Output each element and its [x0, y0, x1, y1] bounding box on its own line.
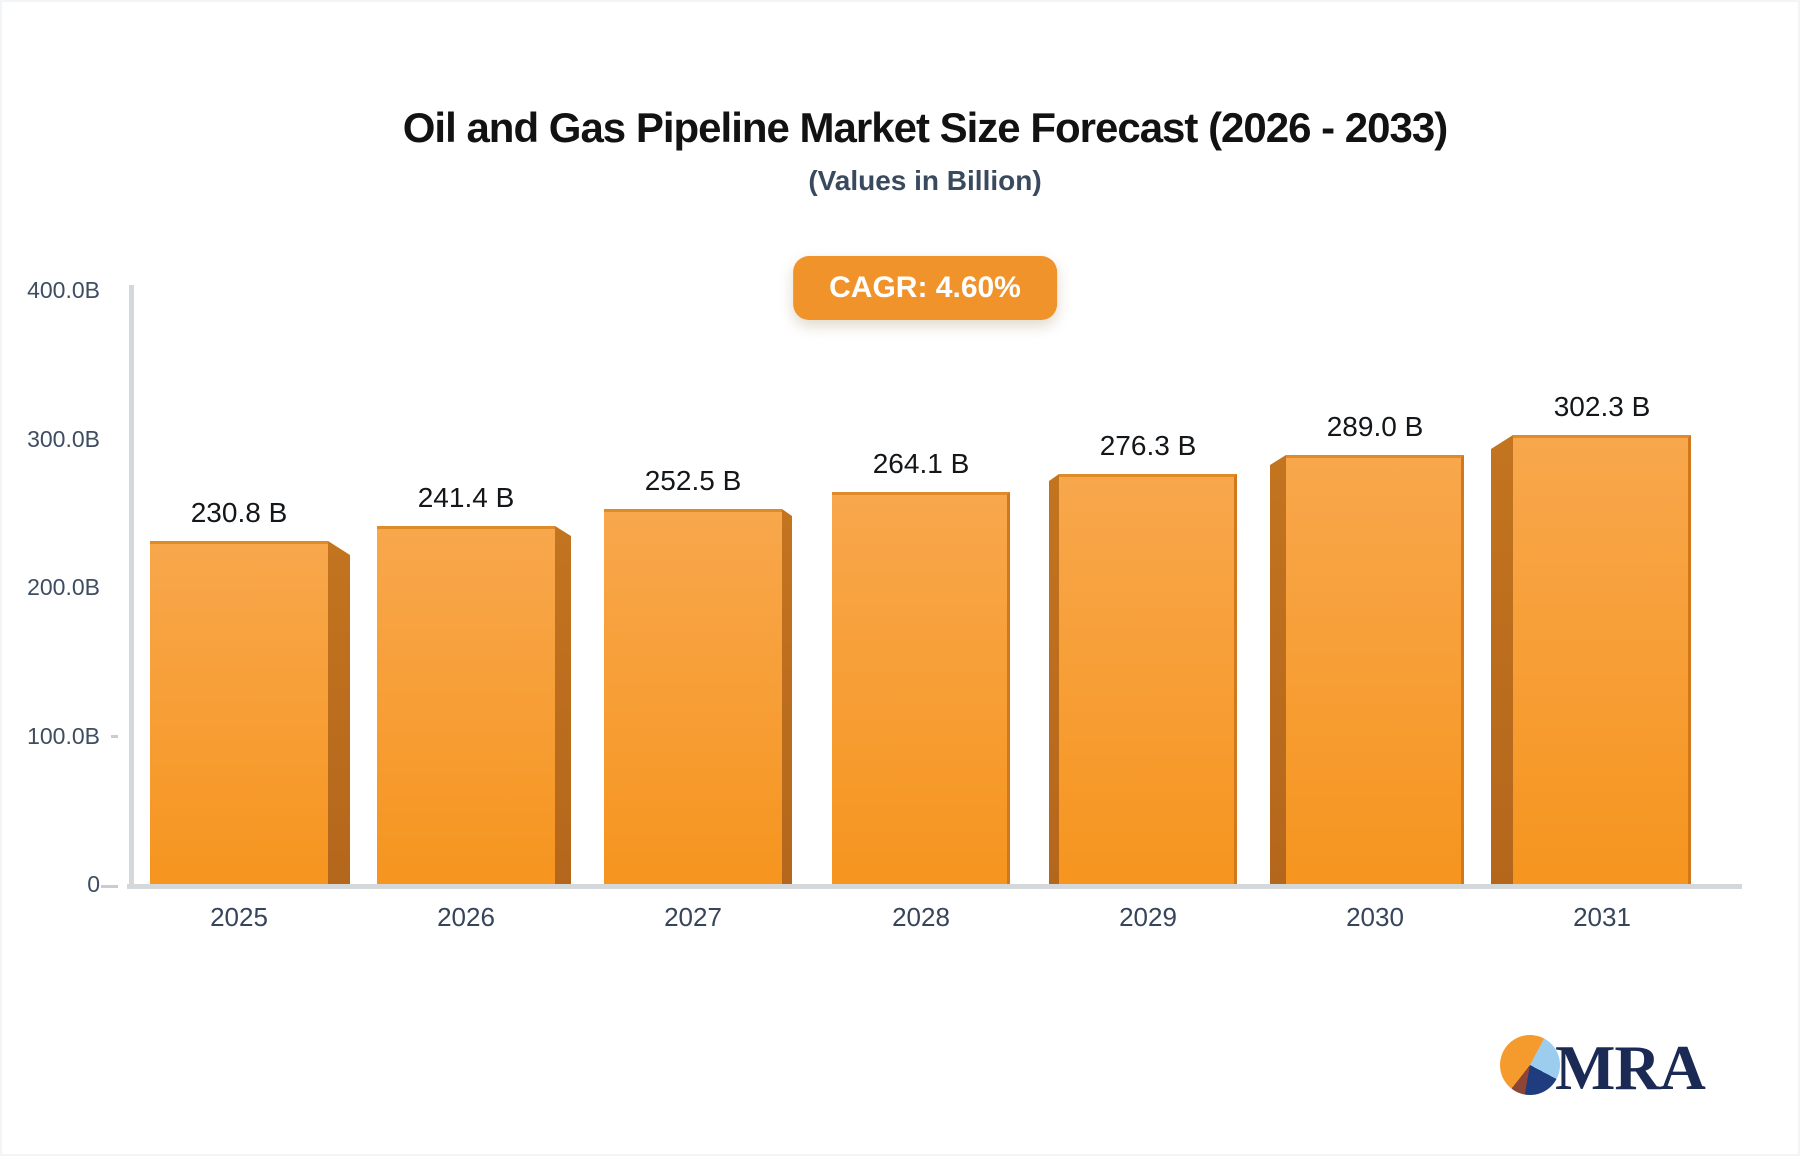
pie-chart-logo-icon [1500, 1035, 1560, 1095]
y-axis-tick [101, 885, 118, 888]
bar-3d-side [1270, 455, 1286, 884]
y-axis-label: 200.0B [27, 574, 100, 600]
bar-2027 [604, 509, 782, 884]
bar-2025 [150, 541, 328, 884]
y-axis-line [129, 285, 134, 886]
bar-3d-side [782, 509, 792, 884]
logo-text: MRA [1555, 1032, 1706, 1103]
bar-value-label: 289.0 B [1326, 411, 1424, 442]
x-axis-label: 2025 [210, 902, 268, 932]
bar-2029 [1059, 474, 1237, 884]
mra-logo: MRA [1500, 1033, 1730, 1103]
bar-2026 [377, 526, 555, 884]
y-axis-tick [111, 734, 118, 738]
bar-value-label: 264.1 B [872, 448, 970, 479]
y-axis-label: 0 [87, 871, 100, 897]
x-axis-label: 2028 [892, 902, 950, 932]
bar-2030 [1286, 455, 1464, 884]
y-axis-label: 400.0B [27, 277, 100, 303]
x-axis-label: 2027 [664, 902, 722, 932]
bar-value-label: 241.4 B [417, 482, 515, 513]
bar-3d-side [1049, 474, 1059, 884]
bar-value-label: 302.3 B [1553, 391, 1651, 422]
bar-value-label: 276.3 B [1099, 430, 1197, 461]
bar-3d-side [328, 541, 350, 884]
x-axis-line [127, 884, 1742, 889]
x-axis-label: 2026 [437, 902, 495, 932]
bar-value-label: 230.8 B [190, 497, 288, 528]
x-axis-label: 2031 [1573, 902, 1631, 932]
bar-2028 [832, 492, 1010, 884]
bar-3d-side [1491, 435, 1513, 884]
chart-subtitle: (Values in Billion) [808, 165, 1042, 196]
y-axis-label: 100.0B [27, 722, 100, 749]
x-axis-label: 2030 [1346, 902, 1404, 932]
bar-3d-side [555, 526, 571, 884]
chart-title: Oil and Gas Pipeline Market Size Forecas… [402, 104, 1448, 151]
x-axis-label: 2029 [1119, 902, 1177, 932]
cagr-badge: CAGR: 4.60% [793, 256, 1057, 320]
y-axis-label: 300.0B [27, 425, 100, 452]
bar-2031 [1513, 435, 1691, 884]
bar-value-label: 252.5 B [644, 465, 742, 496]
